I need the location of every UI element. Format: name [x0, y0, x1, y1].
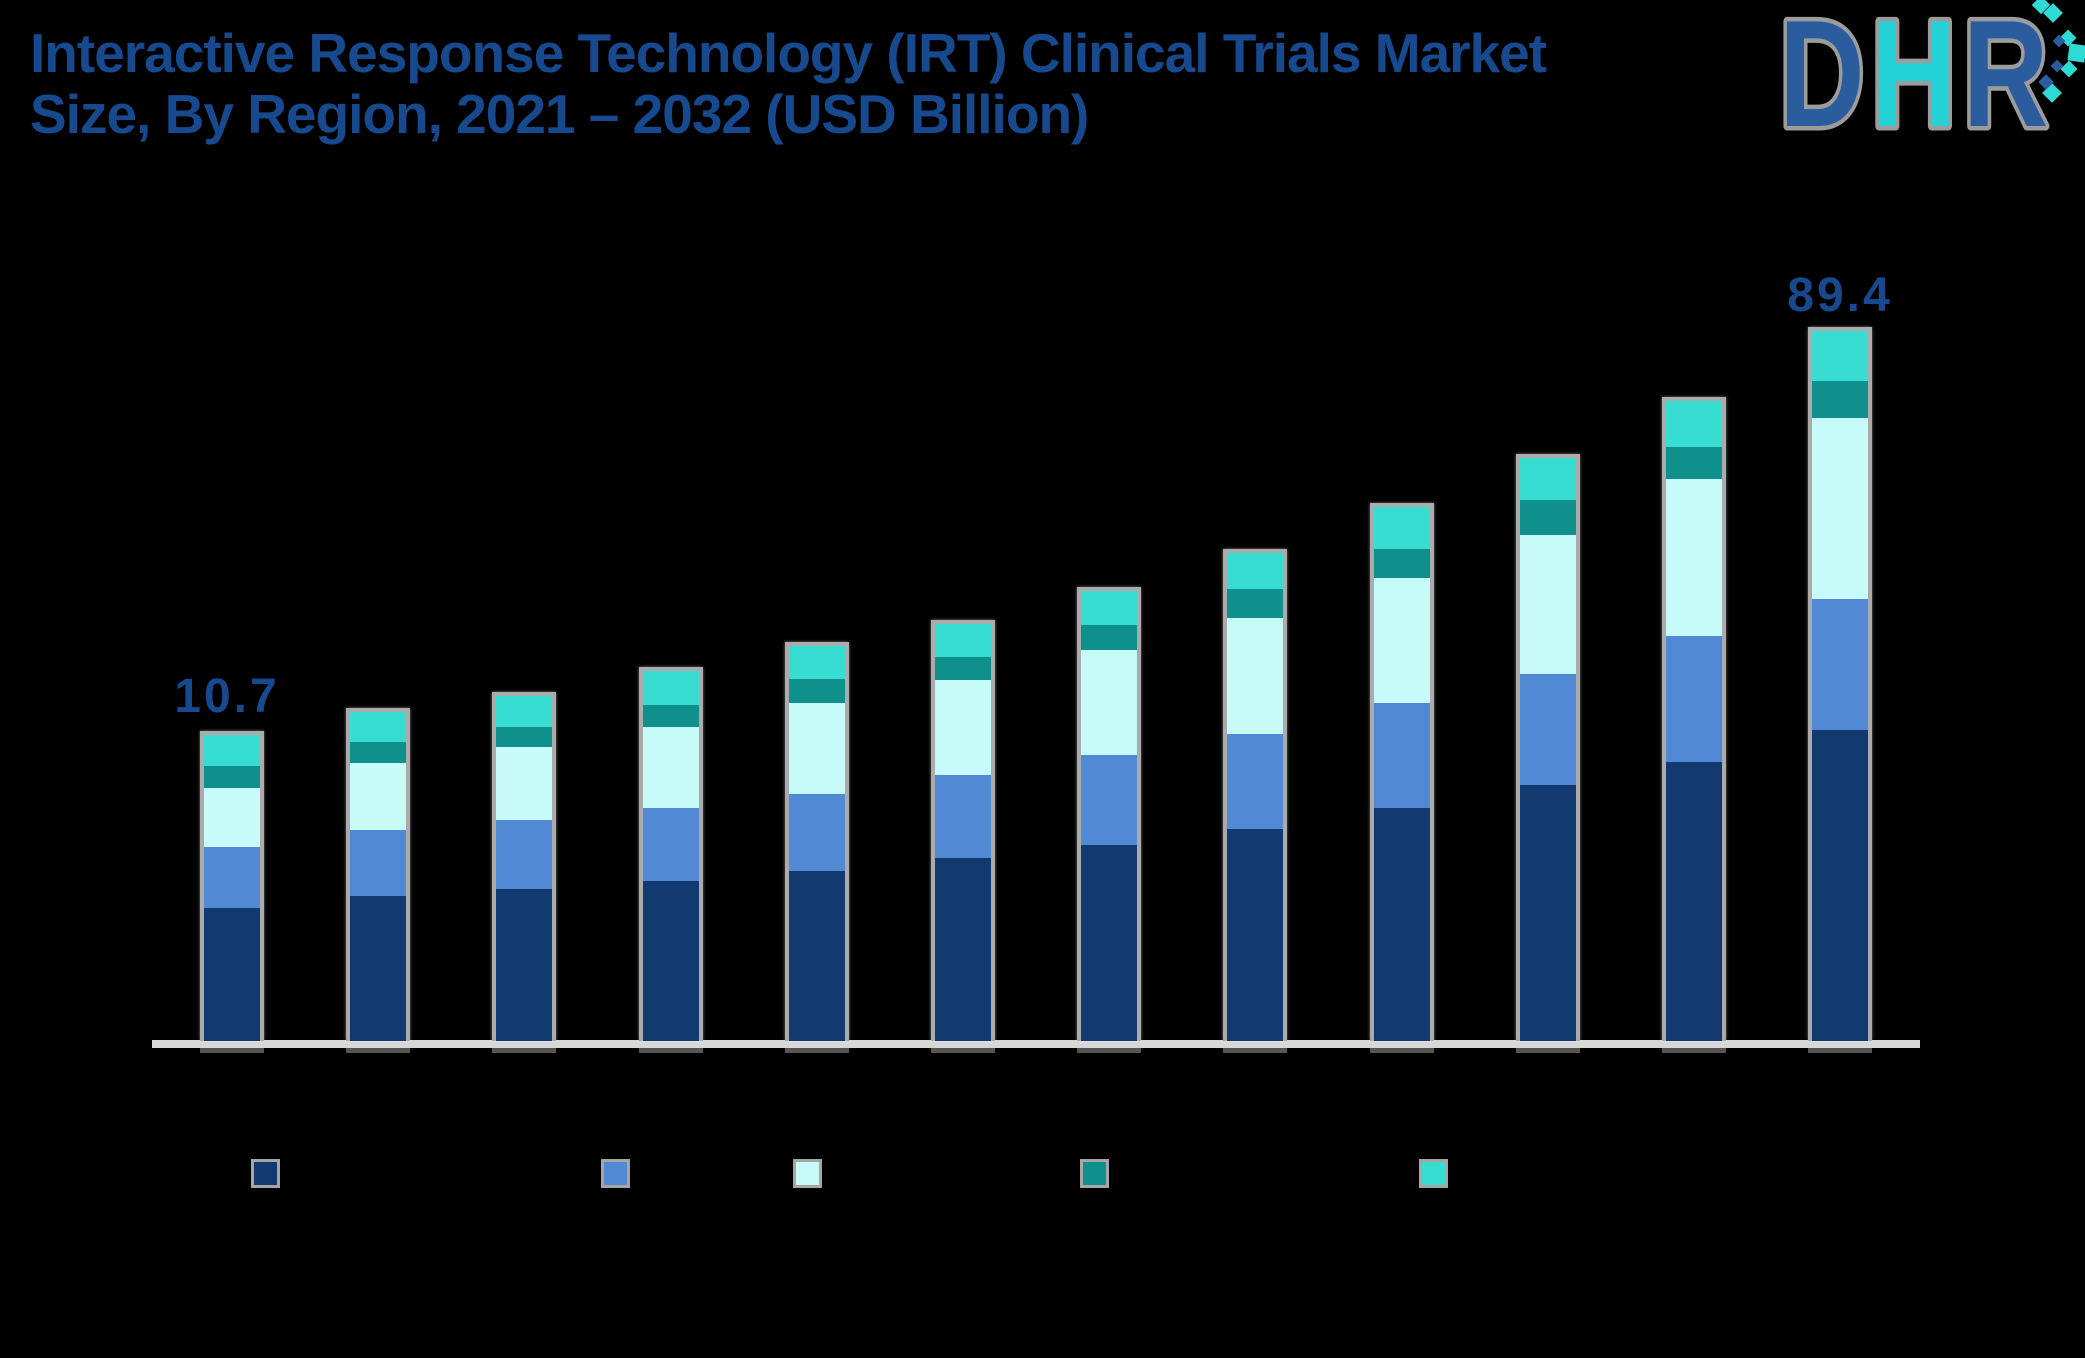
svg-text:DHR: DHR [1779, 0, 2055, 158]
